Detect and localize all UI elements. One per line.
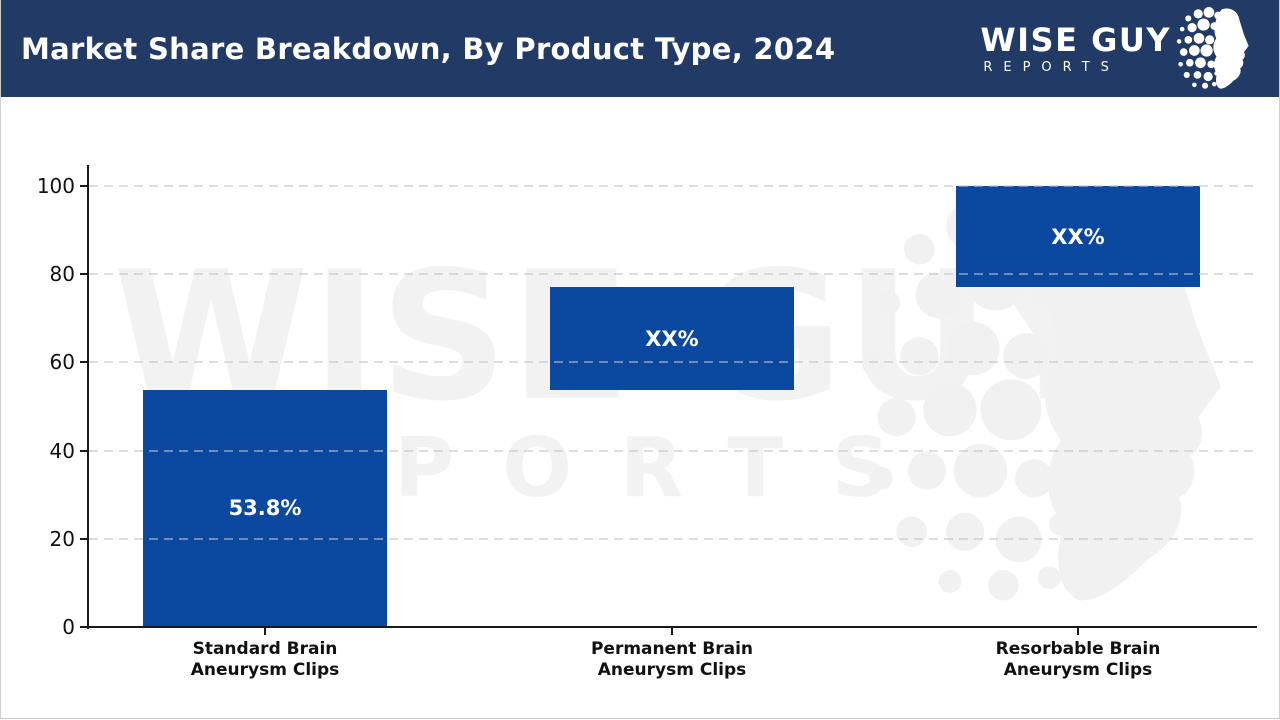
x-category-label-line: Resorbable Brain bbox=[995, 639, 1161, 659]
logo-text: WISE GUY REPORTS bbox=[980, 23, 1171, 75]
x-category-label: Permanent Brain Aneurysm Clips bbox=[522, 639, 822, 681]
bar-segment bbox=[550, 287, 794, 390]
x-category-label-line: Permanent Brain bbox=[590, 639, 754, 659]
x-category-label: Resorbable Brain Aneurysm Clips bbox=[928, 639, 1228, 681]
gridline-y60 bbox=[89, 361, 1256, 364]
x-category-label-line: Aneurysm Clips bbox=[1003, 660, 1153, 680]
y-tick-label: 80 bbox=[49, 262, 75, 287]
y-tick-mark bbox=[80, 449, 88, 452]
x-category-label-line: Aneurysm Clips bbox=[190, 660, 340, 680]
bar-value-label: XX% bbox=[645, 326, 699, 351]
y-tick-mark bbox=[80, 537, 88, 540]
chart-plot-area: 53.8% XX% XX% 0 20 40 60 80 100 Standard Brain Ane… bbox=[1, 97, 1279, 718]
x-category-label: Standard Brain Aneurysm Clips bbox=[115, 639, 415, 681]
wise-guy-logo: WISE GUY REPORTS bbox=[980, 5, 1257, 93]
y-tick-label: 40 bbox=[49, 438, 75, 463]
header-bar: Market Share Breakdown, By Product Type,… bbox=[1, 0, 1279, 97]
y-tick-label: 20 bbox=[49, 526, 75, 551]
x-tick-mark bbox=[1077, 628, 1079, 635]
dotted-face-profile-icon bbox=[1176, 6, 1249, 89]
logo-wordmark: WISE GUY bbox=[980, 20, 1171, 59]
y-tick-mark bbox=[80, 626, 88, 628]
x-tick-mark bbox=[671, 628, 673, 635]
logo-subtitle: REPORTS bbox=[983, 59, 1120, 75]
gridline-y40 bbox=[89, 449, 1256, 452]
y-tick-label: 60 bbox=[49, 350, 75, 375]
gridline-y100 bbox=[89, 185, 1256, 187]
x-tick-mark bbox=[264, 628, 266, 635]
y-tick-label: 0 bbox=[62, 615, 75, 639]
y-tick-mark bbox=[80, 185, 88, 187]
gridline-y20 bbox=[89, 537, 1256, 540]
bar-segment bbox=[143, 389, 387, 627]
x-category-label-line: Standard Brain bbox=[192, 639, 338, 659]
bar-value-label: 53.8% bbox=[228, 496, 302, 521]
x-category-label-line: Aneurysm Clips bbox=[597, 660, 747, 680]
x-axis-line bbox=[87, 626, 1257, 628]
page-title: Market Share Breakdown, By Product Type,… bbox=[21, 31, 836, 66]
bar-value-label: XX% bbox=[1051, 224, 1105, 249]
y-axis-line bbox=[87, 165, 89, 629]
gridline-y80 bbox=[89, 273, 1256, 276]
y-tick-mark bbox=[80, 361, 88, 364]
y-tick-label: 100 bbox=[36, 174, 75, 198]
y-tick-mark bbox=[80, 273, 88, 276]
bar-segment bbox=[956, 186, 1200, 288]
